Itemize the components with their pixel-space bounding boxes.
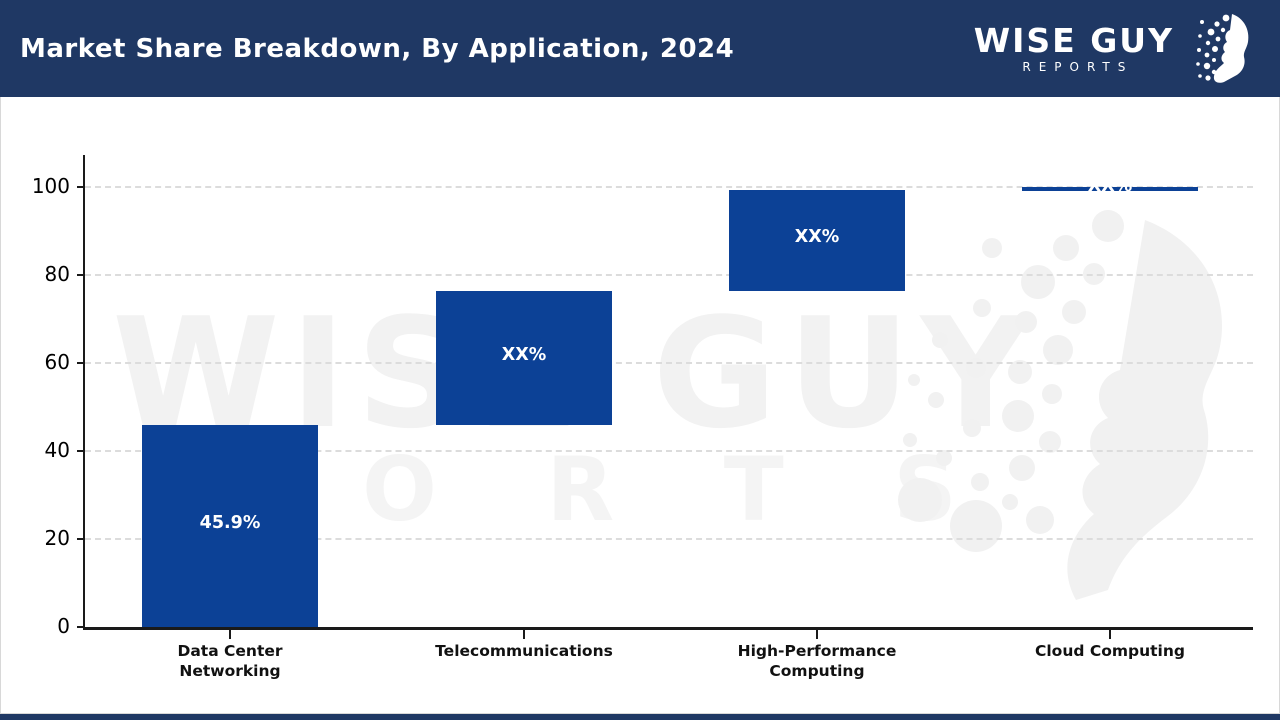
logo-wordmark: WISE GUY <box>973 21 1174 60</box>
y-axis <box>83 155 85 629</box>
gridline-20 <box>85 538 1253 540</box>
x-axis <box>83 627 1253 630</box>
header-band: Market Share Breakdown, By Application, … <box>0 0 1280 97</box>
y-tick-60 <box>77 362 85 364</box>
y-tick-20 <box>77 538 85 540</box>
x-category-label-line: Telecommunications <box>435 642 613 660</box>
logo-text: WISE GUY REPORTS <box>974 24 1174 73</box>
y-tick-0 <box>77 626 85 628</box>
bar-segment-1 <box>142 425 318 627</box>
footer-band <box>0 714 1280 720</box>
bar-value-label-3: XX% <box>794 227 840 248</box>
watermark-dotted-face <box>898 210 1223 600</box>
x-tick-2 <box>523 630 525 639</box>
x-category-label-1: Data Center Networking <box>90 641 370 681</box>
bar-value-label-2: XX% <box>501 344 547 365</box>
x-category-label-line: Cloud Computing <box>1034 642 1186 660</box>
y-tick-label-40: 40 <box>44 438 70 462</box>
x-category-label-line: Data Center <box>177 642 283 660</box>
y-tick-80 <box>77 274 85 276</box>
bar-value-label-4: XX% <box>1087 176 1133 196</box>
y-tick-40 <box>77 450 85 452</box>
logo-dotted-face-icon <box>1196 13 1249 83</box>
x-tick-4 <box>1109 630 1111 639</box>
x-category-label-line: Networking <box>179 662 281 680</box>
gridline-60 <box>85 362 1253 364</box>
bar-segment-3 <box>729 190 905 291</box>
x-category-label-4: Cloud Computing <box>970 641 1250 661</box>
gridline-40 <box>85 450 1253 452</box>
x-category-label-2: Telecommunications <box>384 641 664 661</box>
y-tick-label-80: 80 <box>44 262 70 286</box>
y-tick-100 <box>77 186 85 188</box>
logo-subtitle: REPORTS <box>1022 60 1134 74</box>
y-tick-label-20: 20 <box>44 526 70 550</box>
y-tick-label-100: 100 <box>31 174 70 198</box>
gridline-80 <box>85 274 1253 276</box>
y-tick-label-60: 60 <box>44 350 70 374</box>
x-tick-1 <box>229 630 231 639</box>
x-category-label-line: High-Performance <box>737 642 897 660</box>
x-tick-3 <box>816 630 818 639</box>
page-title: Market Share Breakdown, By Application, … <box>20 33 735 64</box>
wise-guy-reports-logo: WISE GUY REPORTS <box>974 10 1252 88</box>
x-category-label-3: High-Performance Computing <box>677 641 957 681</box>
bar-value-label-1: 45.9% <box>199 513 261 534</box>
bar-segment-4 <box>1022 187 1198 191</box>
gridline-100 <box>85 186 1253 188</box>
y-tick-label-0: 0 <box>57 614 70 638</box>
bar-segment-2 <box>436 290 612 426</box>
x-category-label-line: Computing <box>769 662 865 680</box>
